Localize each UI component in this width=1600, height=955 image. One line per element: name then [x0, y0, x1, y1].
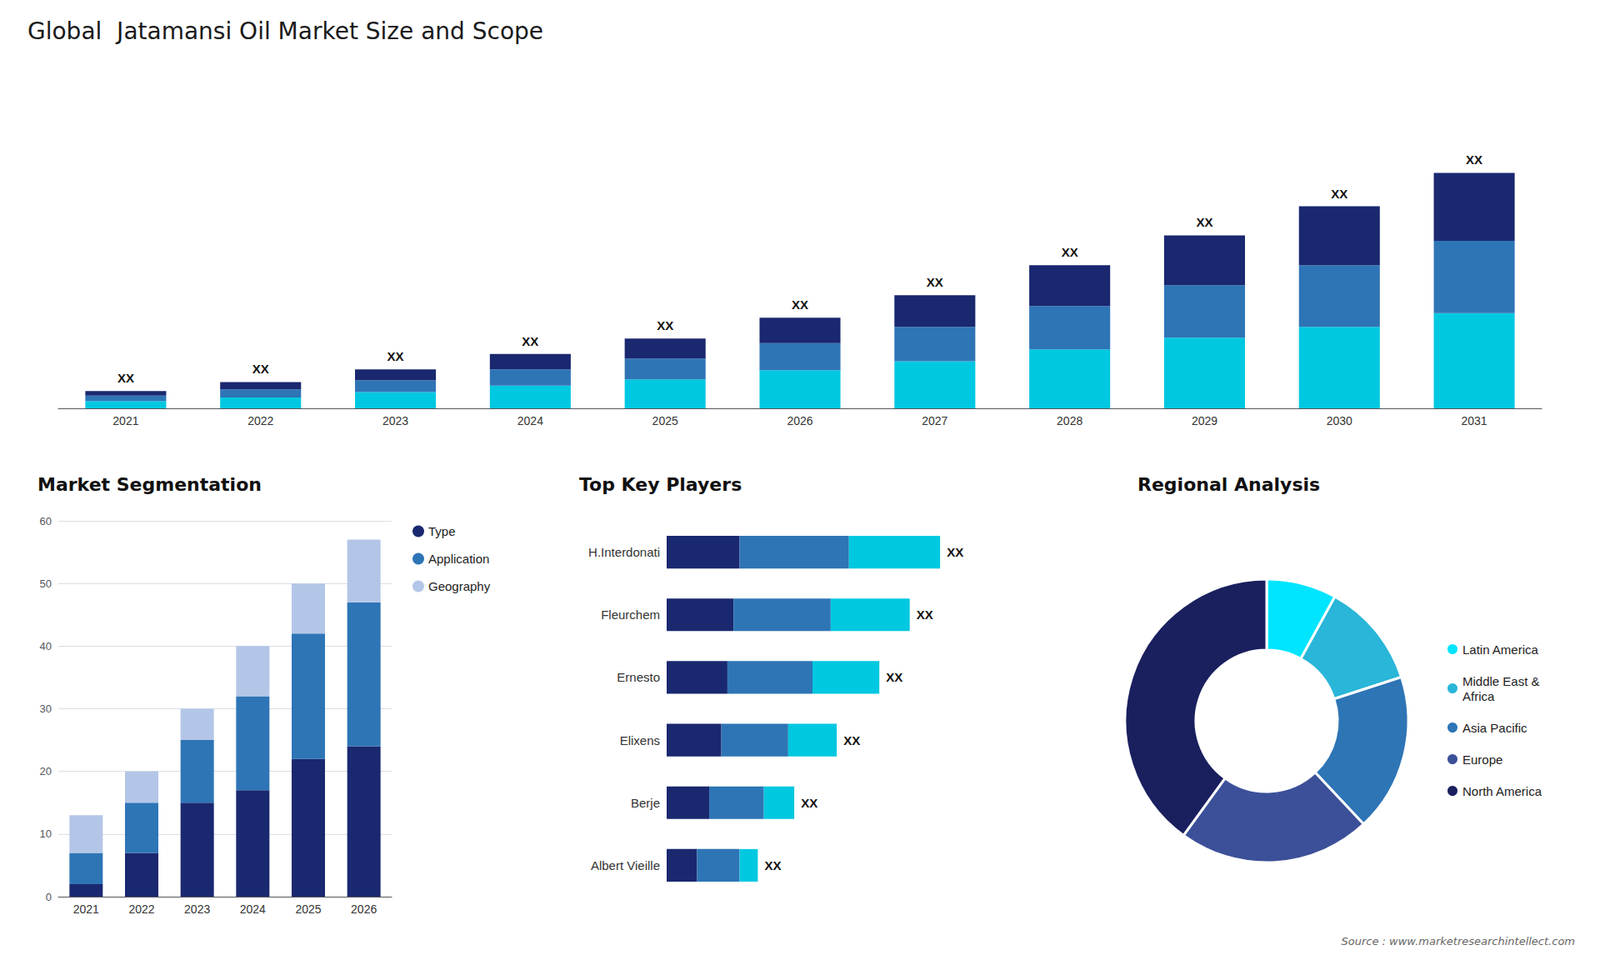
svg-text:Source : www.marketresearchint: Source : www.marketresearchintellect.com — [1341, 935, 1576, 948]
svg-text:XX: XX — [252, 361, 270, 376]
svg-text:Latin America: Latin America — [1462, 642, 1540, 657]
svg-text:XX: XX — [843, 733, 860, 748]
svg-text:2029: 2029 — [1191, 414, 1218, 428]
svg-text:2027: 2027 — [921, 414, 948, 428]
svg-text:2022: 2022 — [247, 414, 274, 428]
svg-text:2031: 2031 — [1461, 414, 1488, 428]
svg-text:2022: 2022 — [128, 902, 155, 916]
svg-text:Elixens: Elixens — [620, 733, 660, 748]
svg-text:Europe: Europe — [1462, 752, 1503, 767]
svg-text:XX: XX — [1061, 245, 1079, 260]
svg-text:Africa: Africa — [1462, 689, 1495, 704]
svg-text:60: 60 — [40, 515, 52, 528]
svg-text:XX: XX — [1465, 152, 1483, 167]
svg-text:Middle East &: Middle East & — [1462, 674, 1540, 689]
svg-text:North America: North America — [1462, 784, 1543, 799]
svg-text:2025: 2025 — [295, 902, 321, 916]
svg-text:Berje: Berje — [630, 795, 660, 810]
svg-text:XX: XX — [521, 334, 539, 349]
svg-text:40: 40 — [40, 640, 52, 653]
svg-text:XX: XX — [764, 858, 781, 873]
svg-text:XX: XX — [916, 607, 934, 622]
svg-text:2030: 2030 — [1326, 414, 1353, 428]
svg-text:2025: 2025 — [652, 414, 679, 428]
svg-text:XX: XX — [946, 545, 964, 560]
svg-text:2028: 2028 — [1056, 414, 1083, 428]
svg-text:Regional Analysis: Regional Analysis — [1137, 474, 1320, 495]
svg-text:Top Key Players: Top Key Players — [579, 474, 742, 495]
svg-text:XX: XX — [656, 318, 674, 333]
svg-text:XX: XX — [800, 795, 818, 810]
svg-text:2021: 2021 — [73, 902, 100, 916]
svg-text:XX: XX — [885, 670, 903, 685]
svg-text:2023: 2023 — [184, 902, 210, 916]
svg-text:Application: Application — [428, 551, 490, 566]
svg-text:XX: XX — [1330, 186, 1348, 201]
svg-text:50: 50 — [40, 577, 52, 590]
svg-text:2026: 2026 — [350, 902, 377, 916]
svg-text:2024: 2024 — [240, 902, 266, 916]
svg-text:20: 20 — [40, 765, 52, 778]
svg-text:0: 0 — [45, 890, 52, 904]
svg-text:XX: XX — [387, 349, 405, 364]
svg-text:2023: 2023 — [382, 414, 409, 428]
svg-text:XX: XX — [1195, 215, 1213, 230]
svg-text:Global Jatamansi Oil Market S: Global Jatamansi Oil Market Size and Sco… — [27, 17, 544, 45]
svg-text:Type: Type — [428, 524, 456, 539]
svg-text:Albert Vieille: Albert Vieille — [590, 858, 660, 873]
svg-text:Geography: Geography — [428, 579, 491, 594]
svg-text:10: 10 — [40, 827, 52, 840]
svg-text:Fleurchem: Fleurchem — [600, 607, 660, 622]
svg-text:XX: XX — [926, 275, 944, 290]
svg-text:30: 30 — [40, 702, 52, 715]
svg-text:Ernesto: Ernesto — [616, 670, 660, 685]
svg-text:Asia Pacific: Asia Pacific — [1462, 720, 1528, 735]
svg-text:H.Interdonati: H.Interdonati — [588, 545, 660, 560]
svg-text:2026: 2026 — [786, 414, 813, 428]
svg-text:XX: XX — [791, 297, 809, 312]
svg-text:Market Segmentation: Market Segmentation — [37, 474, 262, 495]
svg-text:2021: 2021 — [112, 414, 139, 428]
svg-text:2024: 2024 — [517, 414, 544, 428]
svg-text:XX: XX — [117, 370, 135, 385]
